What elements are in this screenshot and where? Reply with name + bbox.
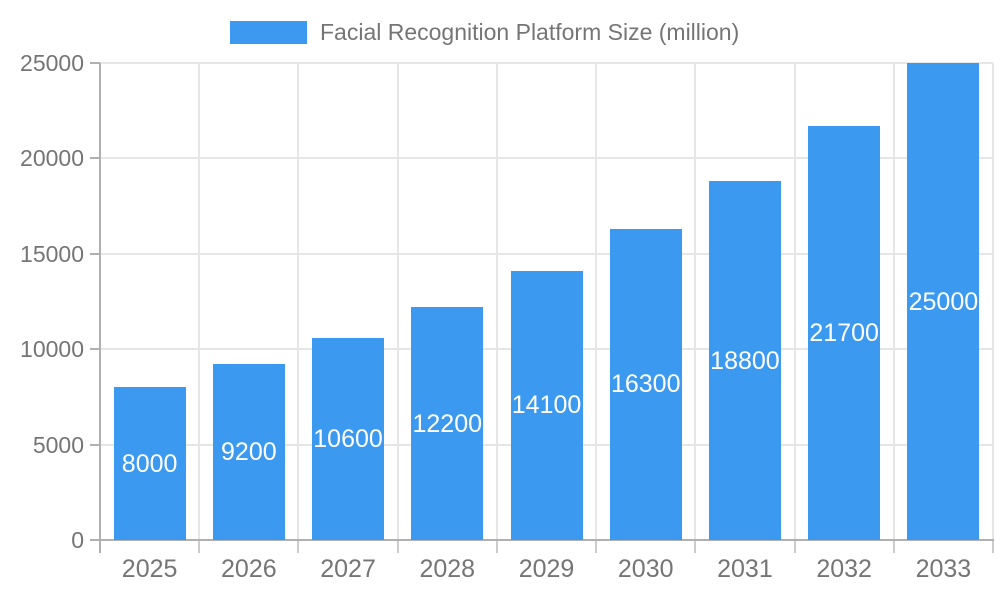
bar-value-label: 12200 [412, 409, 483, 438]
bar-value-label: 25000 [908, 287, 979, 316]
bar-value-label: 10600 [313, 424, 383, 453]
bar-value-label: 16300 [610, 370, 681, 399]
bar [907, 63, 980, 540]
y-gridline [100, 62, 993, 64]
x-tick [297, 540, 300, 553]
y-axis-label: 20000 [20, 145, 84, 172]
y-axis-label: 25000 [20, 50, 84, 76]
y-tick [90, 443, 100, 446]
x-gridline [595, 63, 598, 540]
bar-value-label: 9200 [221, 438, 277, 467]
x-gridline [198, 63, 201, 540]
legend-label: Facial Recognition Platform Size (millio… [320, 19, 740, 45]
x-axis-label: 2033 [915, 555, 972, 583]
bar-value-label: 18800 [710, 346, 780, 375]
x-gridline [892, 63, 895, 540]
bar-value-label: 14100 [511, 391, 582, 420]
y-tick [90, 539, 100, 541]
y-tick [90, 252, 100, 255]
x-axis-label: 2030 [617, 555, 674, 583]
bar [212, 364, 285, 540]
bar [113, 387, 186, 540]
bar [312, 337, 385, 540]
y-gridline [100, 252, 993, 255]
x-gridline [793, 63, 796, 540]
x-axis-label: 2028 [419, 555, 476, 583]
bar [808, 125, 881, 540]
x-gridline [297, 63, 300, 540]
bar [510, 270, 583, 540]
bar [411, 307, 484, 540]
x-gridline [495, 63, 498, 540]
x-tick [892, 540, 895, 553]
x-gridline [694, 63, 697, 540]
bar-value-label: 8000 [121, 449, 178, 478]
bar [609, 228, 682, 540]
bar [708, 181, 781, 540]
y-gridline [100, 157, 993, 160]
x-axis-label: 2025 [121, 555, 178, 583]
y-axis-label: 0 [71, 527, 84, 553]
y-axis-label: 10000 [20, 336, 84, 363]
x-tick [198, 540, 201, 553]
x-axis-label: 2031 [717, 555, 773, 583]
x-axis-label: 2029 [518, 555, 575, 583]
x-tick [495, 540, 498, 553]
y-axis-label: 15000 [20, 240, 84, 267]
y-axis-line [99, 63, 101, 553]
x-tick [396, 540, 399, 553]
x-tick [793, 540, 796, 553]
y-tick [90, 348, 100, 351]
legend-swatch [230, 20, 307, 44]
x-tick [992, 540, 994, 553]
bar-value-label: 21700 [809, 318, 879, 347]
x-gridline [396, 63, 399, 540]
x-gridline [992, 63, 994, 540]
x-axis-label: 2026 [221, 555, 277, 583]
y-tick [90, 157, 100, 160]
x-axis-label: 2032 [816, 555, 872, 583]
legend-item[interactable]: Facial Recognition Platform Size (millio… [230, 18, 739, 46]
x-axis-label: 2027 [320, 555, 376, 583]
x-tick [595, 540, 598, 553]
x-axis-line [99, 539, 994, 541]
x-tick [694, 540, 697, 553]
y-axis-label: 5000 [32, 431, 84, 458]
y-tick [90, 62, 100, 64]
